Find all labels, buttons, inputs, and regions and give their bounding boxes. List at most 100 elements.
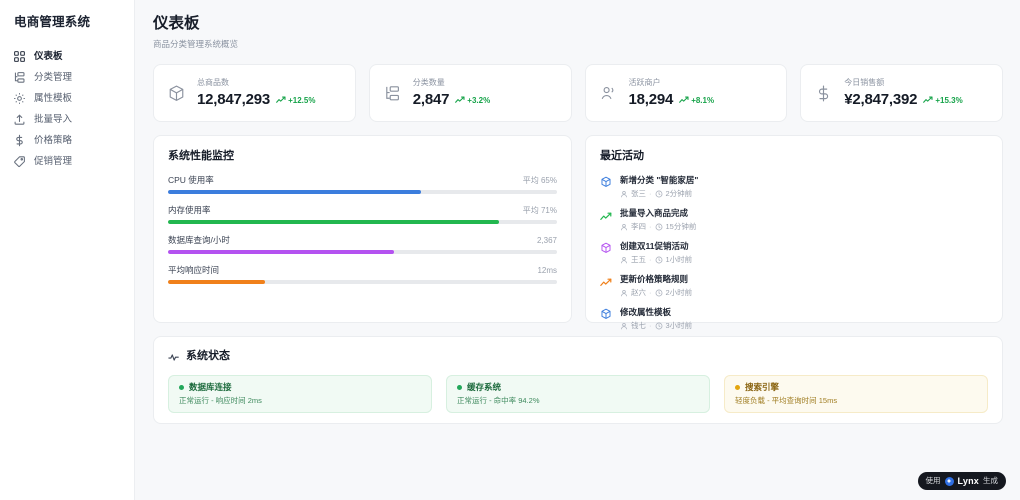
sidebar-item-promotions[interactable]: 促销管理: [0, 151, 134, 172]
stat-delta: +8.1%: [679, 96, 714, 105]
user-icon: [621, 223, 627, 230]
trend-up-icon: [455, 96, 465, 103]
performance-panel-title: 系统性能监控: [168, 150, 234, 162]
status-card-database[interactable]: 数据库连接 正常运行 - 响应时间 2ms: [168, 375, 432, 413]
metric-name: 平均响应时间: [168, 265, 220, 275]
activity-time: 2小时前: [665, 288, 693, 297]
status-card-cache[interactable]: 缓存系统 正常运行 - 命中率 94.2%: [446, 375, 710, 413]
stat-delta: +15.3%: [923, 95, 963, 105]
meta-separator: ·: [649, 189, 652, 198]
stat-value: 12,847,293: [197, 91, 271, 108]
box-icon: [600, 241, 612, 253]
status-desc: 轻度负载 - 平均查询时间 15ms: [735, 396, 838, 405]
brand-title: 电商管理系统: [14, 15, 91, 29]
activity-meta: 张三 · 2分钟前: [620, 188, 698, 199]
status-name: 搜索引擎: [745, 382, 780, 392]
badge-prefix: 使用: [925, 476, 941, 485]
metric-row: 内存使用率 平均 71%: [168, 205, 557, 224]
progress-track: [168, 250, 557, 254]
status-dot: [457, 385, 462, 390]
sidebar-item-pricing[interactable]: 价格策略: [0, 130, 134, 151]
gear-icon: [13, 92, 26, 105]
activity-time: 3小时前: [665, 321, 693, 330]
activity-time: 1小时前: [665, 255, 693, 264]
meta-separator: ·: [649, 321, 652, 330]
activity-meta: 王五 · 1小时前: [620, 254, 692, 265]
stat-card-today-sales[interactable]: 今日销售额 ¥2,847,392 +15.3%: [800, 64, 1003, 122]
sidebar: 电商管理系统 仪表板: [0, 0, 135, 500]
status-cards-row: 数据库连接 正常运行 - 响应时间 2ms 缓存系统 正常运行 - 命中率 94…: [168, 375, 988, 413]
status-desc: 正常运行 - 命中率 94.2%: [457, 396, 540, 405]
sidebar-item-attributes[interactable]: 属性模板: [0, 88, 134, 109]
sidebar-item-label: 仪表板: [34, 51, 63, 62]
user-icon: [621, 322, 627, 329]
clock-icon: [655, 322, 662, 329]
sidebar-item-categories[interactable]: 分类管理: [0, 67, 134, 88]
stat-value: 2,847: [412, 91, 450, 108]
sidebar-item-dashboard[interactable]: 仪表板: [0, 46, 134, 67]
sidebar-item-import[interactable]: 批量导入: [0, 109, 134, 130]
clock-icon: [655, 223, 662, 230]
metric-value: 平均 65%: [522, 176, 557, 185]
stat-delta: +3.2%: [455, 96, 490, 105]
users-icon: [599, 84, 618, 103]
activity-item[interactable]: 批量导入商品完成 李四 · 15分钟前: [600, 207, 988, 232]
package-icon: [167, 84, 186, 103]
clock-icon: [655, 190, 662, 197]
page-header: 仪表板 商品分类管理系统概览: [153, 14, 1003, 50]
performance-panel: 系统性能监控 CPU 使用率 平均 65% 内存使用率: [153, 135, 572, 323]
metric-name: 内存使用率: [168, 205, 211, 215]
stat-value: 18,294: [628, 91, 674, 108]
sidebar-item-label: 促销管理: [34, 156, 73, 167]
generated-by-badge[interactable]: 使用 Lynx 生成: [917, 472, 1006, 490]
activity-item[interactable]: 更新价格策略规则 赵六 · 2小时前: [600, 273, 988, 298]
activity-item[interactable]: 创建双11促销活动 王五 · 1小时前: [600, 240, 988, 265]
stat-card-total-products[interactable]: 总商品数 12,847,293 +12.5%: [153, 64, 356, 122]
upload-icon: [13, 113, 26, 126]
activity-title: 更新价格策略规则: [620, 274, 689, 284]
status-dot: [179, 385, 184, 390]
activity-meta: 钱七 · 3小时前: [620, 320, 692, 331]
user-icon: [621, 190, 627, 197]
metric-row: CPU 使用率 平均 65%: [168, 175, 557, 194]
metric-name: 数据库查询/小时: [168, 235, 230, 245]
progress-fill: [168, 280, 266, 284]
activity-meta: 赵六 · 2小时前: [620, 287, 692, 298]
stat-delta-text: +12.5%: [288, 95, 316, 105]
lynx-logo-icon: [944, 476, 954, 486]
activity-time: 2分钟前: [665, 189, 693, 198]
system-status-title: 系统状态: [186, 350, 230, 362]
metrics-list: CPU 使用率 平均 65% 内存使用率 平均 71%: [168, 175, 557, 284]
sidebar-item-label: 价格策略: [34, 135, 73, 146]
trend-up-icon: [600, 208, 612, 220]
category-tree-icon: [383, 84, 402, 103]
metric-value: 平均 71%: [522, 206, 557, 215]
stat-card-category-count[interactable]: 分类数量 2,847 +3.2%: [368, 64, 572, 122]
stat-card-active-merchants[interactable]: 活跃商户 18,294 +8.1%: [584, 64, 788, 122]
sidebar-nav: 仪表板 分类管理: [0, 46, 134, 172]
activity-title: 修改属性模板: [620, 307, 672, 317]
box-icon: [600, 175, 612, 187]
status-dot: [735, 385, 740, 390]
box-icon: [600, 307, 612, 319]
activity-title: 新增分类 "智能家居": [620, 175, 699, 185]
stat-label: 今日销售额: [844, 78, 885, 87]
metric-value: 12ms: [537, 266, 557, 275]
metric-row: 数据库查询/小时 2,367: [168, 235, 557, 254]
status-card-search-engine[interactable]: 搜索引擎 轻度负载 - 平均查询时间 15ms: [724, 375, 988, 413]
metric-name: CPU 使用率: [168, 175, 214, 185]
trend-up-icon: [923, 96, 933, 103]
dollar-icon: [814, 84, 833, 103]
clock-icon: [655, 256, 662, 263]
activity-user: 张三: [631, 189, 646, 198]
stat-delta-text: +15.3%: [935, 95, 963, 105]
activity-item[interactable]: 新增分类 "智能家居" 张三 · 2分钟前: [600, 174, 988, 199]
stat-value: ¥2,847,392: [844, 91, 918, 108]
trend-up-icon: [276, 96, 286, 103]
activity-item[interactable]: 修改属性模板 钱七 · 3小时前: [600, 306, 988, 331]
progress-track: [168, 190, 557, 194]
badge-suffix: 生成: [983, 476, 998, 485]
clock-icon: [655, 289, 662, 296]
activity-user: 李四: [631, 222, 646, 231]
sidebar-item-label: 批量导入: [34, 114, 73, 125]
